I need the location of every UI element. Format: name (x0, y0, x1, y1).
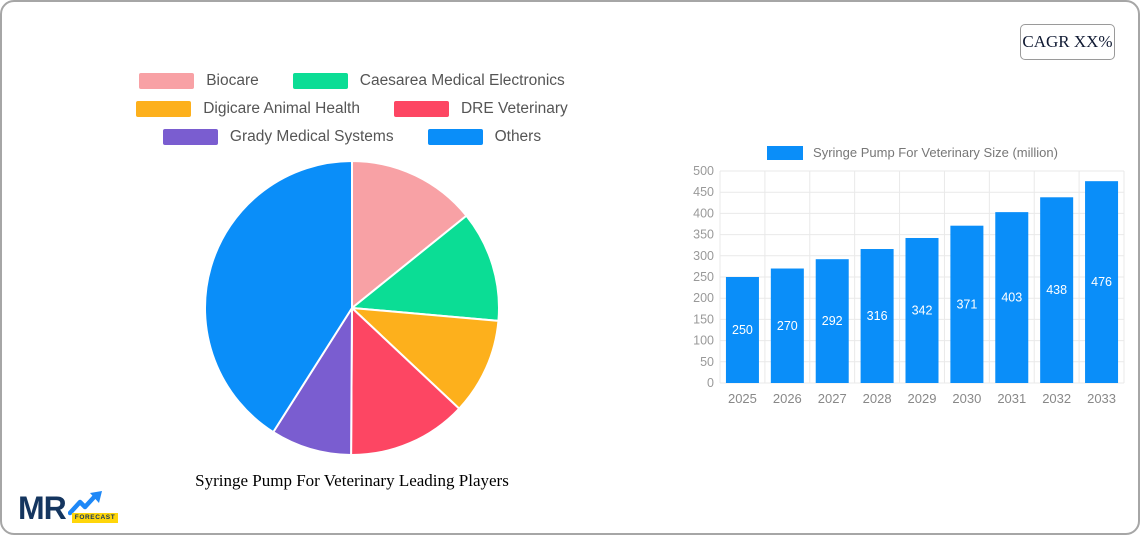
pie-legend-label: Grady Medical Systems (229, 128, 394, 145)
pie-legend-item: DRE Veterinary (393, 100, 568, 118)
y-axis-tick-label: 0 (707, 376, 714, 390)
bar (1040, 197, 1074, 383)
pie-legend-swatch (136, 101, 192, 117)
y-axis-tick-label: 150 (693, 312, 714, 326)
pie-chart (202, 158, 502, 463)
pie-legend-label: DRE Veterinary (460, 100, 568, 117)
y-axis-tick-label: 450 (693, 185, 714, 199)
pie-legend-swatch (393, 101, 449, 117)
x-axis-tick-label: 2028 (863, 391, 892, 406)
y-axis-tick-label: 350 (693, 228, 714, 242)
bar (995, 212, 1029, 383)
bar (815, 259, 849, 383)
bar (770, 268, 804, 383)
bar-value-label: 270 (777, 319, 798, 333)
x-axis-tick-label: 2031 (997, 391, 1026, 406)
bar-value-label: 316 (867, 309, 888, 323)
bar (950, 225, 984, 383)
x-axis-tick-label: 2025 (728, 391, 757, 406)
pie-legend-swatch (139, 73, 195, 89)
bar-value-label: 292 (822, 314, 843, 328)
y-axis-tick-label: 500 (693, 164, 714, 178)
pie-legend-label: Others (494, 128, 542, 145)
pie-legend-swatch (162, 129, 218, 145)
bar-value-label: 371 (956, 297, 977, 311)
pie-legend-item: Biocare (139, 72, 259, 90)
cagr-badge: CAGR XX% (1020, 24, 1115, 60)
logo-forecast-text: FORECAST (71, 513, 119, 523)
pie-legend-item: Others (427, 128, 542, 146)
logo-mr-text: MR (18, 490, 67, 526)
bar (1085, 181, 1119, 383)
bar-value-label: 438 (1046, 283, 1067, 297)
pie-legend-label: Caesarea Medical Electronics (359, 72, 565, 89)
bar-legend-swatch (767, 145, 804, 160)
pie-chart-section: Biocare Caesarea Medical Electronics Digic… (92, 72, 612, 491)
bar-legend-label: Syringe Pump For Veterinary Size (millio… (813, 145, 1058, 160)
bar-chart-section: Syringe Pump For Veterinary Size (millio… (690, 145, 1135, 421)
bar-value-label: 342 (912, 303, 933, 317)
y-axis-tick-label: 100 (693, 334, 714, 348)
pie-slice (351, 214, 500, 322)
y-axis-tick-label: 400 (693, 206, 714, 220)
cagr-badge-label: CAGR XX% (1022, 32, 1113, 51)
pie-legend-label: Digicare Animal Health (203, 100, 360, 117)
pie-slice (272, 307, 353, 456)
trend-arrow-icon (67, 491, 102, 516)
pie-slice (351, 160, 468, 309)
pie-legend-label: Biocare (206, 72, 259, 89)
pie-slice (351, 307, 500, 410)
bar-value-label: 476 (1091, 275, 1112, 289)
bar (905, 237, 939, 383)
pie-chart-svg (204, 160, 500, 457)
bar (725, 277, 759, 383)
pie-slice (350, 307, 461, 457)
pie-legend-item: Digicare Animal Health (136, 100, 360, 118)
y-axis-tick-label: 300 (693, 249, 714, 263)
y-axis-tick-label: 250 (693, 270, 714, 284)
x-axis-tick-label: 2029 (908, 391, 937, 406)
bar (860, 249, 894, 383)
bar-chart: 0 50 100 150 200 250 300 350 400 450 500 250 2025 270… (690, 164, 1135, 421)
pie-legend-item: Caesarea Medical Electronics (292, 72, 565, 90)
y-axis-tick-label: 200 (693, 291, 714, 305)
pie-legend-swatch (427, 129, 483, 145)
pie-chart-title: Syringe Pump For Veterinary Leading Play… (195, 471, 509, 490)
y-axis-tick-label: 50 (700, 355, 714, 369)
mr-forecast-logo: MR FORECAST (18, 490, 119, 526)
pie-legend-item: Grady Medical Systems (162, 128, 394, 146)
bar-value-label: 250 (732, 323, 753, 337)
bar-legend: Syringe Pump For Veterinary Size (millio… (690, 145, 1135, 160)
x-axis-tick-label: 2026 (773, 391, 802, 406)
pie-slice (204, 160, 353, 434)
pie-legend: Biocare Caesarea Medical Electronics Digic… (112, 72, 592, 146)
x-axis-tick-label: 2032 (1042, 391, 1071, 406)
pie-legend-swatch (292, 73, 348, 89)
x-axis-tick-label: 2033 (1087, 391, 1116, 406)
bar-chart-svg: 0 50 100 150 200 250 300 350 400 450 500 250 2025 270… (693, 164, 1125, 406)
bar-value-label: 403 (1001, 291, 1022, 305)
x-axis-tick-label: 2030 (952, 391, 981, 406)
x-axis-tick-label: 2027 (818, 391, 847, 406)
